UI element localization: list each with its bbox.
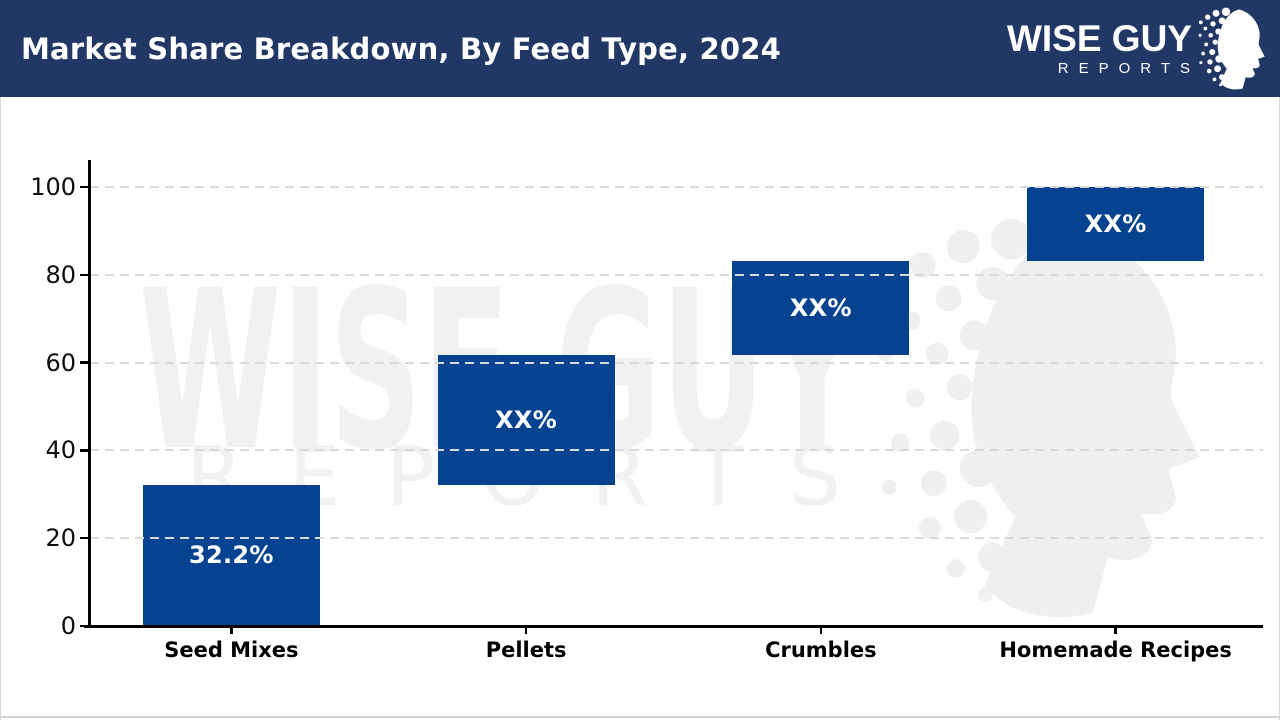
y-tick-label: 80	[45, 260, 76, 289]
x-tick	[230, 627, 233, 634]
category-label-homemade-recipes: Homemade Recipes	[999, 638, 1232, 662]
y-tick-label: 0	[60, 612, 76, 640]
x-tick	[524, 627, 528, 634]
category-label-crumbles: Crumbles	[765, 638, 877, 662]
y-tick	[80, 185, 88, 189]
y-tick-label: 20	[45, 524, 76, 553]
page-title: Market Share Breakdown, By Feed Type, 20…	[21, 31, 782, 66]
y-tick-label: 60	[45, 348, 76, 377]
bar-seed-mixes: 32.2%	[142, 484, 320, 626]
gridline-40	[90, 449, 1263, 452]
brand-wordmark: WISE GUY REPORTS	[1006, 18, 1192, 77]
dotted-face-icon	[1198, 7, 1265, 89]
bar-crumbles: XX%	[732, 260, 910, 355]
y-tick	[80, 449, 88, 452]
bar-value-label: XX%	[1084, 209, 1147, 238]
bar-pellets: XX%	[437, 354, 615, 485]
y-tick-label: 100	[30, 173, 76, 201]
gridline-80	[90, 273, 1263, 276]
gridline-20	[90, 537, 1263, 540]
chart-area: WISE GUY R E P O R T S 32.2%XX%XX%XX%020…	[0, 97, 1280, 720]
watermark-face-icon	[878, 218, 1201, 618]
y-axis-line	[88, 160, 91, 626]
x-axis-line	[84, 625, 1263, 628]
header: Market Share Breakdown, By Feed Type, 20…	[0, 0, 1280, 97]
brand-subname: REPORTS	[1057, 59, 1200, 77]
bar-value-label: 32.2%	[188, 541, 274, 570]
y-tick-label: 40	[45, 436, 76, 465]
y-tick	[80, 361, 88, 364]
gridline-100	[90, 186, 1263, 188]
category-label-seed-mixes: Seed Mixes	[164, 638, 299, 662]
bottom-border	[1, 716, 1280, 718]
x-tick	[1114, 627, 1117, 634]
brand-logo: WISE GUY REPORTS	[1007, 7, 1280, 91]
bar-value-label: XX%	[495, 405, 558, 434]
bar-value-label: XX%	[789, 293, 852, 322]
x-tick	[819, 627, 823, 634]
gridline-60	[90, 361, 1263, 364]
y-tick	[80, 273, 88, 277]
category-label-pellets: Pellets	[485, 638, 567, 662]
brand-name: WISE GUY	[1006, 18, 1192, 60]
bar-homemade-recipes: XX%	[1027, 187, 1205, 261]
y-tick	[80, 536, 88, 540]
